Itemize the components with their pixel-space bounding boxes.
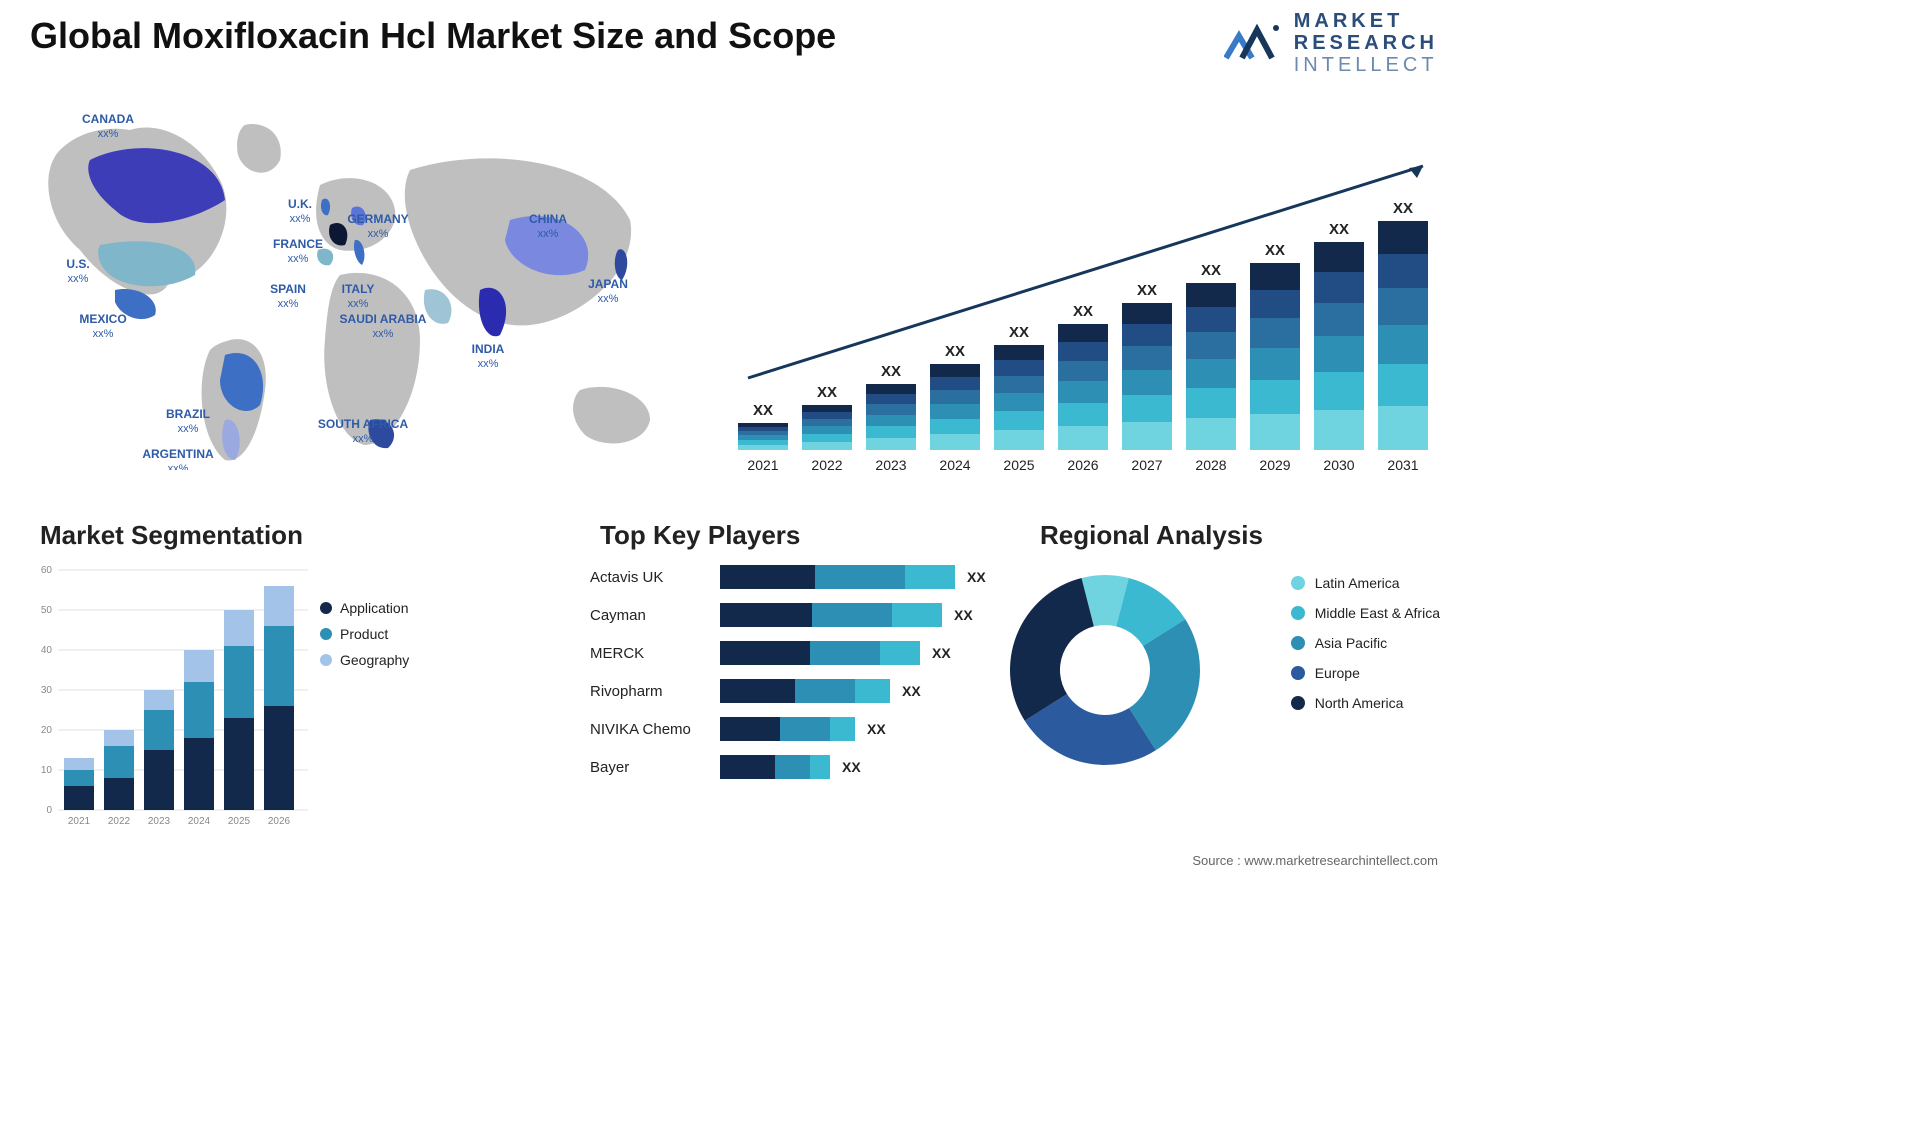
logo: MARKET RESEARCH INTELLECT [1224,10,1438,76]
svg-text:2024: 2024 [188,816,211,827]
main-bar-chart: 2021 XX 2022 XX 2023 XX 2024 XX 2025 XX 2026 XX 2027… [720,100,1440,480]
svg-text:20: 20 [41,725,53,736]
svg-text:XX: XX [1009,324,1029,341]
svg-text:2023: 2023 [875,457,906,473]
svg-text:10: 10 [41,765,53,776]
svg-text:MEXICO: MEXICO [79,312,126,326]
svg-text:50: 50 [41,605,53,616]
svg-text:30: 30 [41,685,53,696]
svg-text:CANADA: CANADA [82,112,134,126]
svg-text:2021: 2021 [747,457,778,473]
donut-legend-item: Asia Pacific [1291,635,1440,651]
svg-text:2027: 2027 [1131,457,1162,473]
svg-text:2029: 2029 [1259,457,1290,473]
player-row: MERCKXX [590,636,1000,670]
donut-legend-item: North America [1291,695,1440,711]
svg-text:XX: XX [1265,242,1285,259]
svg-text:ITALY: ITALY [342,282,375,296]
svg-text:xx%: xx% [353,433,374,445]
svg-text:2025: 2025 [228,816,251,827]
svg-text:xx%: xx% [93,328,114,340]
svg-text:XX: XX [817,384,837,401]
donut-legend-item: Europe [1291,665,1440,681]
logo-text: MARKET RESEARCH INTELLECT [1294,10,1438,76]
page-title: Global Moxifloxacin Hcl Market Size and … [30,15,836,57]
svg-text:ARGENTINA: ARGENTINA [142,447,214,461]
svg-text:U.S.: U.S. [66,257,89,271]
svg-text:U.K.: U.K. [288,197,312,211]
players-title: Top Key Players [600,520,800,551]
svg-text:xx%: xx% [168,463,189,470]
svg-text:2023: 2023 [148,816,171,827]
svg-text:XX: XX [1137,282,1157,299]
svg-text:2028: 2028 [1195,457,1226,473]
donut-legend: Latin America Middle East & Africa Asia Pa… [1291,575,1440,725]
svg-text:xx%: xx% [98,128,119,140]
segmentation-legend: Application Product Geography [320,600,409,678]
world-map-svg: CANADA xx% U.S. xx% MEXICO xx% BRAZIL xx% ARGENT… [20,90,700,470]
player-row: NIVIKA ChemoXX [590,712,1000,746]
svg-text:2025: 2025 [1003,457,1034,473]
donut-chart: Latin America Middle East & Africa Asia Pa… [1000,540,1440,840]
svg-text:2022: 2022 [108,816,131,827]
world-map: CANADA xx% U.S. xx% MEXICO xx% BRAZIL xx% ARGENT… [20,90,700,470]
svg-text:xx%: xx% [478,358,499,370]
segmentation-legend-item: Application [320,600,409,616]
svg-text:xx%: xx% [373,328,394,340]
player-row: CaymanXX [590,598,1000,632]
logo-icon [1224,18,1284,68]
svg-text:XX: XX [945,343,965,360]
svg-text:2030: 2030 [1323,457,1354,473]
segmentation-legend-item: Product [320,626,409,642]
svg-text:XX: XX [1073,303,1093,320]
svg-text:xx%: xx% [288,253,309,265]
svg-text:xx%: xx% [178,423,199,435]
svg-text:XX: XX [881,363,901,380]
svg-text:BRAZIL: BRAZIL [166,407,210,421]
svg-text:xx%: xx% [290,213,311,225]
source-text: Source : www.marketresearchintellect.com [1192,853,1438,868]
svg-text:xx%: xx% [278,298,299,310]
svg-text:40: 40 [41,645,53,656]
player-row: Actavis UKXX [590,560,1000,594]
svg-text:xx%: xx% [598,293,619,305]
segmentation-title: Market Segmentation [40,520,303,551]
segmentation-legend-item: Geography [320,652,409,668]
donut-legend-item: Latin America [1291,575,1440,591]
svg-text:0: 0 [46,805,52,816]
svg-text:xx%: xx% [368,228,389,240]
svg-text:XX: XX [1393,200,1413,217]
svg-text:SPAIN: SPAIN [270,282,306,296]
svg-text:2031: 2031 [1387,457,1418,473]
svg-text:SAUDI ARABIA: SAUDI ARABIA [340,312,427,326]
player-row: BayerXX [590,750,1000,784]
svg-text:SOUTH AFRICA: SOUTH AFRICA [318,417,409,431]
svg-text:XX: XX [753,402,773,419]
svg-text:xx%: xx% [538,228,559,240]
svg-text:2022: 2022 [811,457,842,473]
svg-text:60: 60 [41,565,53,576]
svg-text:XX: XX [1329,221,1349,238]
svg-text:XX: XX [1201,262,1221,279]
donut-legend-item: Middle East & Africa [1291,605,1440,621]
svg-text:CHINA: CHINA [529,212,567,226]
svg-text:GERMANY: GERMANY [347,212,408,226]
svg-text:2026: 2026 [268,816,291,827]
svg-text:2024: 2024 [939,457,970,473]
svg-text:xx%: xx% [348,298,369,310]
player-row: RivopharmXX [590,674,1000,708]
svg-text:INDIA: INDIA [472,342,505,356]
main-bar-svg: 2021 XX 2022 XX 2023 XX 2024 XX 2025 XX 2026 XX 2027… [720,100,1440,480]
svg-text:2026: 2026 [1067,457,1098,473]
svg-text:JAPAN: JAPAN [588,277,628,291]
players-chart: Actavis UKXX CaymanXX MERCKXX RivopharmXX NI… [590,560,1000,850]
segmentation-chart: 0 10 20 30 40 50 60 2021 2022 2023 2024 2025 2026 Ap… [30,560,470,840]
svg-text:xx%: xx% [68,273,89,285]
segmentation-svg: 0 10 20 30 40 50 60 2021 2022 2023 2024 2025 2026 [30,560,310,830]
donut-svg [1000,540,1220,780]
svg-text:FRANCE: FRANCE [273,237,323,251]
svg-text:2021: 2021 [68,816,91,827]
